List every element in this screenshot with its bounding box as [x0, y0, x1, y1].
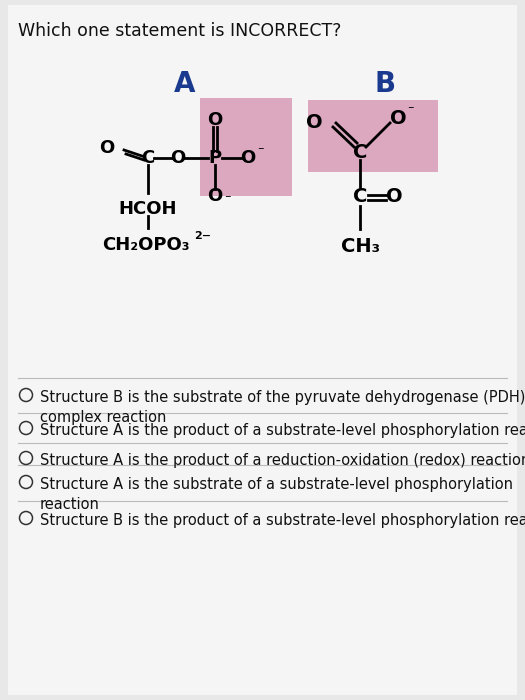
Text: B: B	[374, 70, 395, 98]
Text: A: A	[174, 70, 196, 98]
Bar	[308, 100, 438, 172]
Text: CH₃: CH₃	[341, 237, 380, 256]
Text: O: O	[207, 187, 223, 205]
Text: CH₂OPO₃: CH₂OPO₃	[102, 236, 190, 254]
Text: ⁻: ⁻	[407, 104, 414, 118]
Text: HCOH: HCOH	[119, 200, 177, 218]
Text: O: O	[99, 139, 114, 157]
Text: Structure A is the substrate of a substrate-level phosphorylation
reaction: Structure A is the substrate of a substr…	[40, 477, 513, 512]
Text: Which one statement is INCORRECT?: Which one statement is INCORRECT?	[18, 22, 341, 40]
Text: ⁻: ⁻	[257, 146, 264, 158]
Text: O: O	[171, 149, 186, 167]
Text: C: C	[353, 188, 367, 206]
Text: O: O	[240, 149, 256, 167]
Text: C: C	[141, 149, 155, 167]
Text: O: O	[386, 188, 402, 206]
Text: O: O	[307, 113, 323, 132]
Text: O: O	[207, 111, 223, 129]
Text: Structure B is the substrate of the pyruvate dehydrogenase (PDH)
complex reactio: Structure B is the substrate of the pyru…	[40, 390, 525, 426]
Text: ⁻: ⁻	[224, 193, 230, 206]
Text: Structure A is the product of a reduction-oxidation (redox) reaction: Structure A is the product of a reductio…	[40, 453, 525, 468]
Text: C: C	[353, 143, 367, 162]
Text: Structure B is the product of a substrate-level phosphorylation reaction: Structure B is the product of a substrat…	[40, 513, 525, 528]
Text: Structure A is the product of a substrate-level phosphorylation reaction: Structure A is the product of a substrat…	[40, 423, 525, 438]
Text: 2−: 2−	[194, 231, 211, 241]
Text: O: O	[390, 108, 406, 127]
Text: P: P	[208, 149, 222, 167]
Bar	[200, 98, 292, 196]
